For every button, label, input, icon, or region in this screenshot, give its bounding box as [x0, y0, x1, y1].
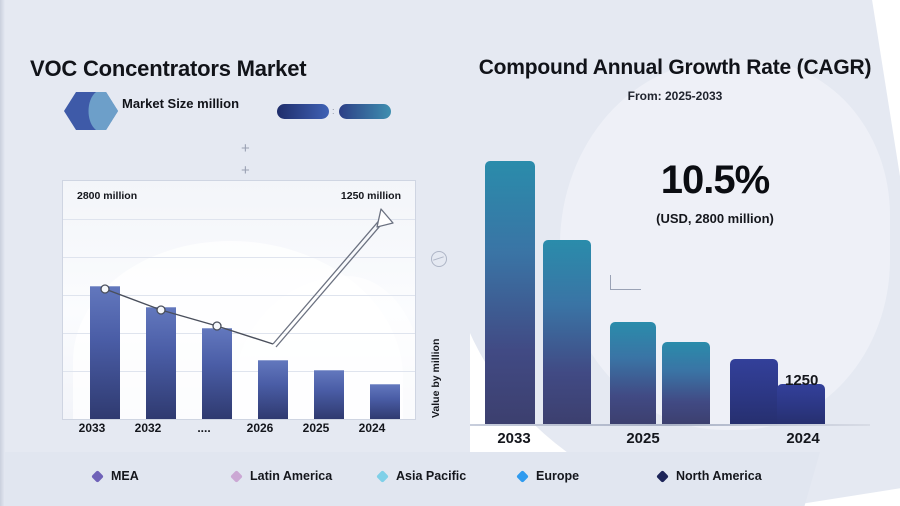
x-tick-2024: 2024 — [358, 421, 386, 435]
data-label-2024: 1250 — [785, 372, 819, 389]
legend-label-latin-america: Latin America — [250, 469, 333, 483]
plus-icon: + — [241, 140, 250, 157]
right-chart-plot-area — [470, 0, 870, 425]
legend-swatch-north-america — [656, 469, 669, 483]
legend-pill-primary — [277, 104, 329, 119]
right-x-tick-2033: 2033 — [497, 430, 531, 447]
x-tick-2032: 2032 — [134, 421, 162, 435]
right-chart-subtitle: From: 2025-2033 — [627, 89, 723, 103]
legend-swatch-latin-america — [230, 469, 243, 483]
left-annotation-label: 2800 million — [77, 190, 138, 202]
left-chart-panel: 2800 million 1250 million — [62, 180, 416, 420]
bar-2026 — [258, 360, 288, 419]
legend-swatch-asia-pacific — [376, 469, 389, 483]
legend-item-europe[interactable]: Europe — [516, 469, 580, 483]
right-chart-title: Compound Annual Growth Rate (CAGR) — [478, 56, 872, 79]
bar-dots — [202, 328, 232, 419]
legend-item-north-america[interactable]: North America — [656, 469, 762, 483]
right-annotation-label: 1250 million — [340, 190, 401, 202]
rbar-2024-secondary — [777, 384, 825, 425]
plus-icon: + — [241, 162, 250, 179]
hexagon-split-icon — [62, 92, 130, 130]
right-y-axis-label: Value by million — [430, 338, 442, 418]
legend-swatch-mea — [91, 469, 104, 483]
chart-legend: MEA Latin America Asia Pacific Europe No… — [0, 462, 900, 490]
legend-label-mea: MEA — [111, 469, 139, 483]
x-tick-2025: 2025 — [302, 421, 330, 435]
legend-label-asia-pacific: Asia Pacific — [396, 469, 467, 483]
x-tick-dots: .... — [197, 421, 211, 435]
legend-item-asia-pacific[interactable]: Asia Pacific — [376, 469, 467, 483]
cagr-value: 10.5% — [660, 158, 770, 202]
gridline — [63, 219, 415, 220]
legend-label-europe: Europe — [536, 469, 580, 483]
bar-2032 — [146, 307, 176, 419]
legend-pill-secondary — [339, 104, 391, 119]
x-tick-2033: 2033 — [78, 421, 106, 435]
rbar-2033-primary — [485, 161, 535, 425]
right-x-tick-2024: 2024 — [786, 430, 820, 447]
legend-item-mea[interactable]: MEA — [91, 469, 139, 483]
pill-separator: : — [332, 106, 335, 116]
x-tick-2026: 2026 — [246, 421, 274, 435]
cagr-unit: (USD, 2800 million) — [656, 211, 774, 226]
gridline — [63, 371, 415, 372]
legend-label-north-america: North America — [676, 469, 762, 483]
market-size-chip-label: Market Size million — [122, 96, 240, 111]
right-x-axis-line — [470, 424, 870, 426]
left-edge-shadow — [0, 0, 5, 506]
legend-item-latin-america[interactable]: Latin America — [230, 469, 333, 483]
gridline — [63, 257, 415, 258]
rbar-2024-primary — [730, 359, 778, 425]
rbar-2025-primary — [610, 322, 656, 425]
rbar-2025-secondary — [662, 342, 710, 425]
bar-2033 — [90, 286, 120, 419]
right-x-tick-2025: 2025 — [626, 430, 660, 447]
rbar-2033-secondary — [543, 240, 591, 425]
bar-2024 — [370, 384, 400, 419]
left-chart-title: VOC Concentrators Market — [30, 56, 307, 81]
bar-2025 — [314, 370, 344, 419]
bracket-decoration — [610, 275, 641, 290]
legend-swatch-europe — [516, 469, 529, 483]
circle-slash-icon — [431, 251, 447, 267]
